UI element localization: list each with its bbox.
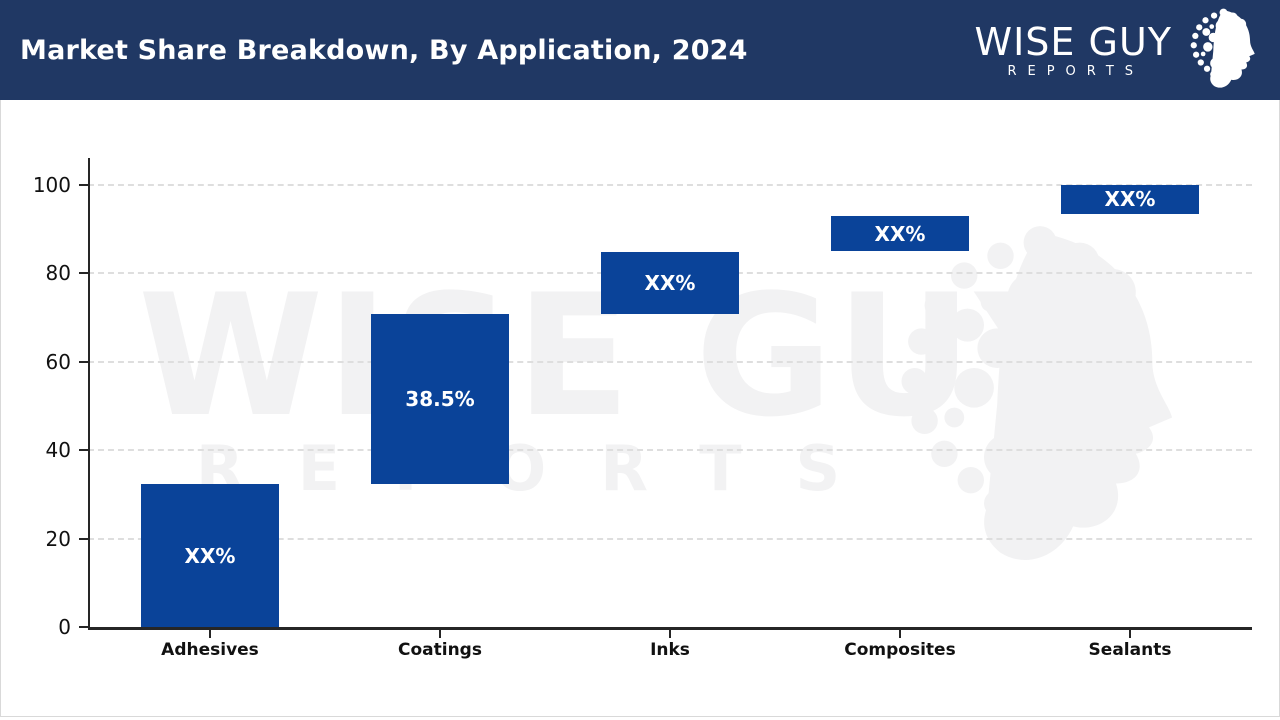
y-tick-label-60: 60 [45, 349, 71, 374]
y-tick-label-40: 40 [45, 438, 71, 463]
y-tick-label-80: 80 [45, 261, 71, 286]
category-label-coatings: Coatings [398, 640, 482, 660]
category-label-composites: Composites [844, 640, 956, 660]
logo-brand-line2: REPORTS [1007, 63, 1145, 79]
bar-value-label-inks: XX% [644, 270, 696, 295]
gridline-60 [88, 360, 1252, 363]
bar-inks: XX% [601, 252, 739, 314]
y-tick-label-20: 20 [45, 526, 71, 551]
x-tick-mark-composites [899, 630, 901, 638]
gridline-100 [88, 183, 1252, 186]
y-tick-mark-100 [79, 183, 88, 186]
bar-sealants: XX% [1061, 184, 1199, 214]
bar-value-label-adhesives: XX% [184, 543, 236, 568]
page-title: Market Share Breakdown, By Application, … [20, 34, 748, 66]
y-tick-label-100: 100 [32, 172, 71, 197]
bar-value-label-sealants: XX% [1104, 187, 1156, 212]
bar-coatings: 38.5% [371, 313, 509, 485]
y-tick-mark-40 [79, 449, 88, 452]
logo-brand-line1: WISE GUY [974, 19, 1172, 64]
x-tick-mark-adhesives [209, 630, 211, 638]
category-label-adhesives: Adhesives [161, 640, 259, 660]
y-tick-mark-20 [79, 537, 88, 540]
wiseguy-logo-text: WISE GUY REPORTS [975, 23, 1172, 78]
x-tick-mark-inks [669, 630, 671, 638]
x-tick-mark-sealants [1129, 630, 1131, 638]
x-axis-line [88, 627, 1252, 630]
y-tick-mark-80 [79, 272, 88, 275]
bar-adhesives: XX% [141, 484, 279, 627]
y-tick-mark-60 [79, 360, 88, 363]
y-axis-line [88, 158, 90, 629]
category-label-sealants: Sealants [1088, 640, 1172, 660]
y-tick-mark-0 [79, 626, 88, 628]
gridline-40 [88, 449, 1252, 452]
wiseguy-head-icon [1190, 8, 1255, 88]
wiseguy-logo: WISE GUY REPORTS [975, 7, 1262, 93]
category-label-inks: Inks [650, 640, 690, 660]
bar-value-label-composites: XX% [874, 221, 926, 246]
x-tick-mark-coatings [439, 630, 441, 638]
header-bar: Market Share Breakdown, By Application, … [0, 0, 1280, 100]
bar-value-label-coatings: 38.5% [405, 386, 475, 411]
gridline-20 [88, 537, 1252, 540]
y-tick-label-0: 0 [58, 615, 71, 639]
bar-composites: XX% [831, 215, 969, 252]
